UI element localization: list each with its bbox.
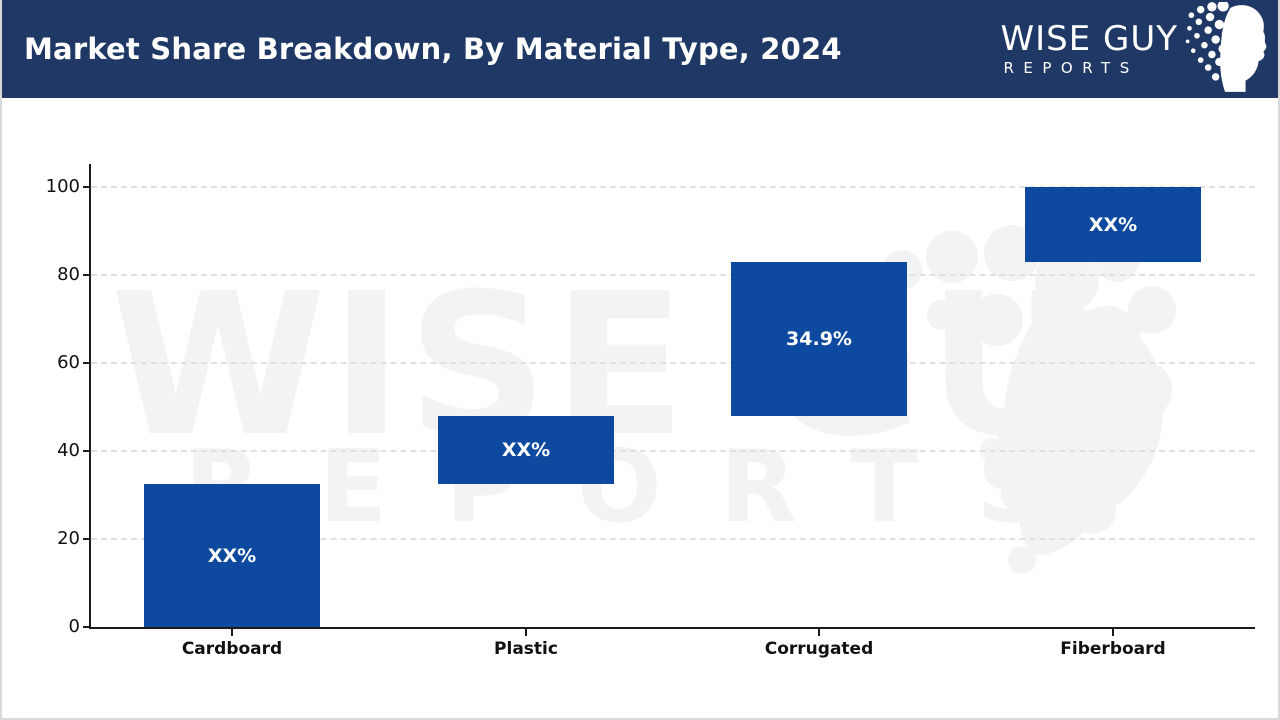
x-axis-tick xyxy=(525,629,527,636)
gridline xyxy=(91,274,1255,276)
wiseguy-logo: WISE GUY REPORTS xyxy=(1000,0,1268,96)
x-axis-category-label: Corrugated xyxy=(764,639,874,659)
x-axis-tick xyxy=(1112,629,1114,636)
y-axis-tick xyxy=(83,626,91,628)
bar-value-label: XX% xyxy=(207,544,257,567)
y-axis-line xyxy=(89,164,91,629)
watermark-subtitle: REPORTS xyxy=(184,428,1107,545)
gridline xyxy=(91,186,1255,188)
bar-value-label: 34.9% xyxy=(786,328,852,350)
page-title: Market Share Breakdown, By Material Type… xyxy=(24,32,842,66)
bar-value-label: XX% xyxy=(501,438,551,461)
y-axis-tick xyxy=(83,362,91,364)
y-axis-tick xyxy=(83,186,91,188)
x-axis-line xyxy=(89,627,1255,629)
bar-value-label: XX% xyxy=(1088,213,1138,236)
x-axis-category-label: Plastic xyxy=(494,639,558,659)
gridline xyxy=(91,538,1255,540)
bar-plastic: XX% xyxy=(438,415,614,484)
y-axis-tick-label: 0 xyxy=(68,616,80,637)
bar-corrugated: 34.9% xyxy=(731,262,907,416)
y-axis-tick xyxy=(83,538,91,540)
y-axis-tick-label: 100 xyxy=(45,176,80,197)
gridline xyxy=(91,362,1255,364)
x-axis-tick xyxy=(818,629,820,636)
y-axis-tick-label: 40 xyxy=(57,440,80,461)
bar-cardboard: XX% xyxy=(144,484,320,627)
logo-subtitle: REPORTS xyxy=(1003,59,1139,77)
y-axis-tick-label: 80 xyxy=(57,264,80,285)
wiseguy-face-icon xyxy=(1182,0,1268,96)
x-axis-category-label: Cardboard xyxy=(181,639,283,659)
x-axis-tick xyxy=(231,629,233,636)
y-axis-tick xyxy=(83,274,91,276)
header: Market Share Breakdown, By Material Type… xyxy=(2,0,1278,98)
bar-fiberboard: XX% xyxy=(1025,187,1201,263)
gridline xyxy=(91,450,1255,452)
y-axis-tick-label: 20 xyxy=(57,528,80,549)
logo-wordmark: WISE GUY xyxy=(1000,19,1178,59)
y-axis-tick-label: 60 xyxy=(57,352,80,373)
x-axis-category-label: Fiberboard xyxy=(1060,639,1166,659)
y-axis-tick xyxy=(83,450,91,452)
wiseguy-logo-text: WISE GUY REPORTS xyxy=(1000,22,1178,76)
